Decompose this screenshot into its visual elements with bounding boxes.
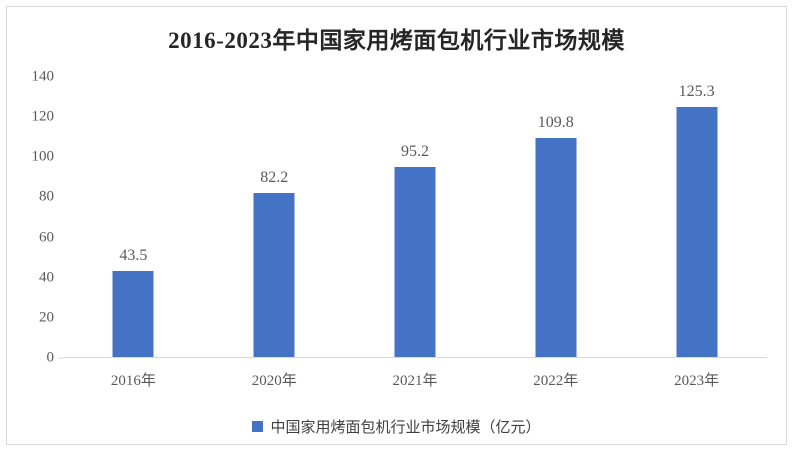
bar[interactable] xyxy=(676,106,718,358)
y-axis-tick-label: 80 xyxy=(39,188,54,205)
bar-value-label: 95.2 xyxy=(400,142,429,160)
bar-series: 43.5 82.2 95.2 109.8 125.3 xyxy=(63,77,767,358)
y-axis-tick-mark xyxy=(58,357,63,359)
x-axis-tick-label: 2021年 xyxy=(392,373,438,389)
bar[interactable] xyxy=(394,166,436,358)
chart-legend: 中国家用烤面包机行业市场规模（亿元） xyxy=(7,416,786,437)
bar[interactable] xyxy=(253,193,295,358)
bar-slot: 43.5 xyxy=(63,77,204,358)
bar-slot: 82.2 xyxy=(204,77,345,358)
x-axis-labels: 2016年 2020年 2021年 2022年 2023年 xyxy=(63,369,767,390)
y-axis-tick-label: 140 xyxy=(31,68,55,85)
y-axis-tick-label: 60 xyxy=(39,229,54,246)
plot-area: 140 120 100 80 60 40 20 0 43.5 82.2 95.2 109.8 125.… xyxy=(32,69,767,366)
chart-title: 2016-2023年中国家用烤面包机行业市场规模 xyxy=(168,28,625,53)
bar-value-label: 82.2 xyxy=(260,169,289,187)
bar-value-label: 43.5 xyxy=(119,246,148,264)
x-axis-tick-label: 2023年 xyxy=(674,373,720,389)
x-axis-line xyxy=(63,357,767,358)
y-axis-tick-label: 0 xyxy=(46,349,55,366)
legend-label: 中国家用烤面包机行业市场规模（亿元） xyxy=(270,420,541,436)
bar[interactable] xyxy=(535,137,577,358)
bar-slot: 109.8 xyxy=(485,77,626,358)
y-axis-tick-label: 20 xyxy=(39,309,54,326)
chart-frame: 2016-2023年中国家用烤面包机行业市场规模 140 120 100 80 60 40… xyxy=(6,6,787,445)
y-axis-tick-label: 100 xyxy=(31,148,55,165)
y-axis-tick-label: 40 xyxy=(39,269,54,286)
bar-value-label: 125.3 xyxy=(678,82,715,100)
legend-color-swatch xyxy=(252,421,264,432)
x-axis-tick-label: 2020年 xyxy=(251,373,297,389)
y-axis-tick-label: 120 xyxy=(31,108,55,125)
bar-slot: 125.3 xyxy=(626,77,767,358)
bar-value-label: 109.8 xyxy=(537,113,574,131)
x-axis-tick-label: 2022年 xyxy=(533,373,579,389)
x-axis-tick-label: 2016年 xyxy=(110,373,156,389)
bar-slot: 95.2 xyxy=(345,77,486,358)
bar[interactable] xyxy=(112,270,154,358)
